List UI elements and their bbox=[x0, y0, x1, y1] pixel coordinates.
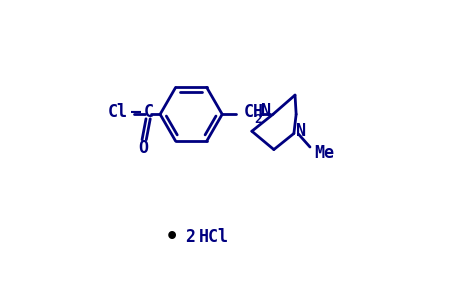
Text: 2: 2 bbox=[255, 113, 262, 126]
Text: 2: 2 bbox=[185, 228, 195, 246]
Text: HCl: HCl bbox=[199, 228, 229, 246]
Text: Cl: Cl bbox=[107, 103, 127, 121]
Text: N: N bbox=[296, 122, 306, 140]
Text: O: O bbox=[139, 139, 149, 156]
Text: Me: Me bbox=[314, 144, 334, 162]
Text: ‒: ‒ bbox=[131, 103, 142, 121]
Text: •: • bbox=[164, 227, 178, 247]
Text: CH: CH bbox=[243, 103, 263, 121]
Text: C: C bbox=[143, 103, 153, 121]
Text: N: N bbox=[261, 102, 271, 121]
